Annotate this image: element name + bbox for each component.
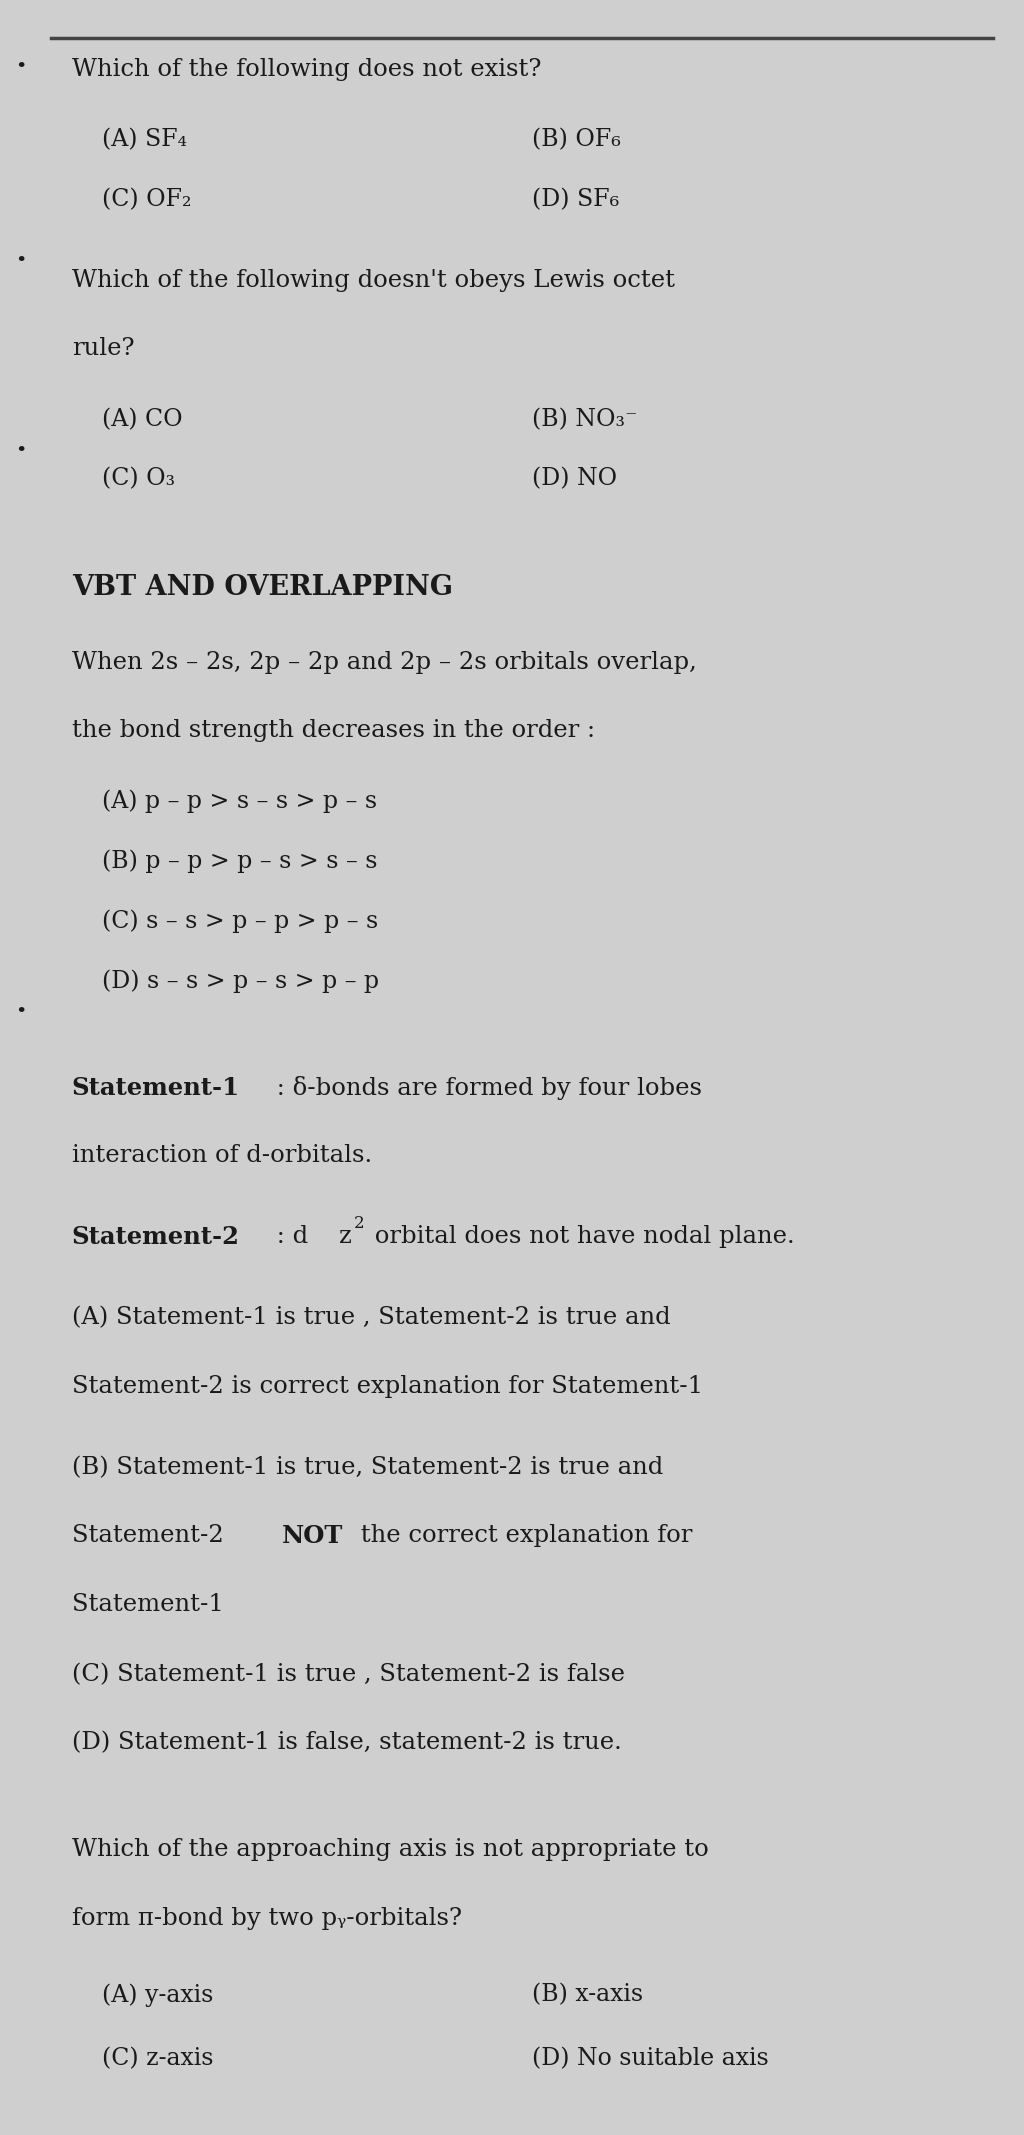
Text: (C) O₃: (C) O₃ [102, 468, 175, 491]
Text: (C) Statement-1 is true , Statement-2 is false: (C) Statement-1 is true , Statement-2 is… [72, 1663, 625, 1687]
Text: Statement-2 is correct explanation for Statement-1: Statement-2 is correct explanation for S… [72, 1375, 702, 1398]
Text: Which of the approaching axis is not appropriate to: Which of the approaching axis is not app… [72, 1838, 709, 1862]
Text: (B) Statement-1 is true, Statement-2 is true and: (B) Statement-1 is true, Statement-2 is … [72, 1456, 663, 1480]
Text: orbital does not have nodal plane.: orbital does not have nodal plane. [367, 1225, 795, 1249]
Text: (A) p – p > s – s > p – s: (A) p – p > s – s > p – s [102, 790, 378, 813]
Text: : δ-bonds are formed by four lobes: : δ-bonds are formed by four lobes [269, 1076, 702, 1100]
Text: (A) Statement-1 is true , Statement-2 is true and: (A) Statement-1 is true , Statement-2 is… [72, 1307, 671, 1330]
Text: (C) OF₂: (C) OF₂ [102, 188, 191, 211]
Text: (D) SF₆: (D) SF₆ [532, 188, 620, 211]
Text: (D) s – s > p – s > p – p: (D) s – s > p – s > p – p [102, 969, 380, 993]
Text: Which of the following doesn't obeys Lewis octet: Which of the following doesn't obeys Lew… [72, 269, 675, 292]
Text: (C) z-axis: (C) z-axis [102, 2047, 214, 2071]
Text: Which of the following does not exist?: Which of the following does not exist? [72, 58, 541, 81]
Text: rule?: rule? [72, 337, 134, 361]
Text: (C) s – s > p – p > p – s: (C) s – s > p – p > p – s [102, 910, 379, 933]
Text: •: • [15, 1003, 27, 1021]
Text: (A) SF₄: (A) SF₄ [102, 128, 187, 152]
Text: (B) p – p > p – s > s – s: (B) p – p > p – s > s – s [102, 850, 378, 873]
Text: Statement-2: Statement-2 [72, 1225, 240, 1249]
Text: (D) No suitable axis: (D) No suitable axis [532, 2047, 769, 2071]
Text: •: • [15, 442, 27, 459]
Text: VBT AND OVERLAPPING: VBT AND OVERLAPPING [72, 574, 453, 602]
Text: Statement-2: Statement-2 [72, 1524, 231, 1548]
Text: (B) x-axis: (B) x-axis [532, 1983, 644, 2007]
Text: the bond strength decreases in the order :: the bond strength decreases in the order… [72, 719, 595, 743]
Text: •: • [15, 58, 27, 75]
Text: (B) NO₃⁻: (B) NO₃⁻ [532, 408, 638, 431]
Text: 2: 2 [354, 1215, 365, 1232]
Text: Statement-1: Statement-1 [72, 1593, 223, 1616]
Text: NOT: NOT [282, 1524, 343, 1548]
Text: When 2s – 2s, 2p – 2p and 2p – 2s orbitals overlap,: When 2s – 2s, 2p – 2p and 2p – 2s orbita… [72, 651, 696, 675]
Text: : d: : d [269, 1225, 308, 1249]
Text: Statement-1: Statement-1 [72, 1076, 240, 1100]
Text: (A) CO: (A) CO [102, 408, 183, 431]
Text: (D) NO: (D) NO [532, 468, 617, 491]
Text: z: z [339, 1225, 351, 1249]
Text: •: • [15, 252, 27, 269]
Text: (D) Statement-1 is false, statement-2 is true.: (D) Statement-1 is false, statement-2 is… [72, 1731, 622, 1755]
Text: interaction of d-orbitals.: interaction of d-orbitals. [72, 1144, 372, 1168]
Text: (B) OF₆: (B) OF₆ [532, 128, 622, 152]
Text: the correct explanation for: the correct explanation for [353, 1524, 692, 1548]
Text: form π-bond by two pᵧ-orbitals?: form π-bond by two pᵧ-orbitals? [72, 1907, 462, 1930]
Text: (A) y-axis: (A) y-axis [102, 1983, 214, 2007]
